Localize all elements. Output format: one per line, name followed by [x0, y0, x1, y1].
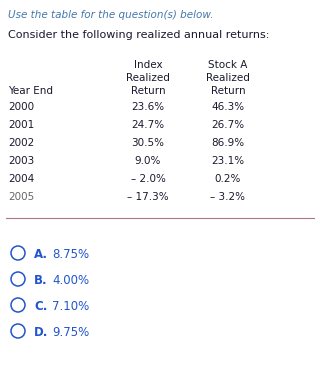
Text: B.: B. [34, 274, 48, 287]
Text: Return: Return [211, 86, 245, 96]
Text: 2004: 2004 [8, 174, 34, 184]
Text: 2001: 2001 [8, 120, 34, 130]
Text: Realized: Realized [206, 73, 250, 83]
Text: 2003: 2003 [8, 156, 34, 166]
Text: 2005: 2005 [8, 192, 34, 202]
Text: – 3.2%: – 3.2% [211, 192, 245, 202]
Text: – 17.3%: – 17.3% [127, 192, 169, 202]
Text: 4.00%: 4.00% [52, 274, 89, 287]
Text: Year End: Year End [8, 86, 53, 96]
Text: 86.9%: 86.9% [212, 138, 244, 148]
Text: 0.2%: 0.2% [215, 174, 241, 184]
Text: C.: C. [34, 300, 47, 313]
Text: Stock A: Stock A [208, 60, 248, 70]
Text: 9.0%: 9.0% [135, 156, 161, 166]
Text: 23.6%: 23.6% [132, 102, 164, 112]
Text: 46.3%: 46.3% [212, 102, 244, 112]
Text: 24.7%: 24.7% [132, 120, 164, 130]
Text: Use the table for the question(s) below.: Use the table for the question(s) below. [8, 10, 213, 20]
Text: 8.75%: 8.75% [52, 248, 89, 261]
Text: Index: Index [134, 60, 162, 70]
Text: Realized: Realized [126, 73, 170, 83]
Text: 9.75%: 9.75% [52, 326, 89, 339]
Text: 2000: 2000 [8, 102, 34, 112]
Text: 26.7%: 26.7% [212, 120, 244, 130]
Text: 7.10%: 7.10% [52, 300, 89, 313]
Text: 23.1%: 23.1% [212, 156, 244, 166]
Text: D.: D. [34, 326, 48, 339]
Text: A.: A. [34, 248, 48, 261]
Text: Consider the following realized annual returns:: Consider the following realized annual r… [8, 30, 269, 40]
Text: – 2.0%: – 2.0% [131, 174, 165, 184]
Text: Return: Return [131, 86, 165, 96]
Text: 30.5%: 30.5% [132, 138, 164, 148]
Text: 2002: 2002 [8, 138, 34, 148]
